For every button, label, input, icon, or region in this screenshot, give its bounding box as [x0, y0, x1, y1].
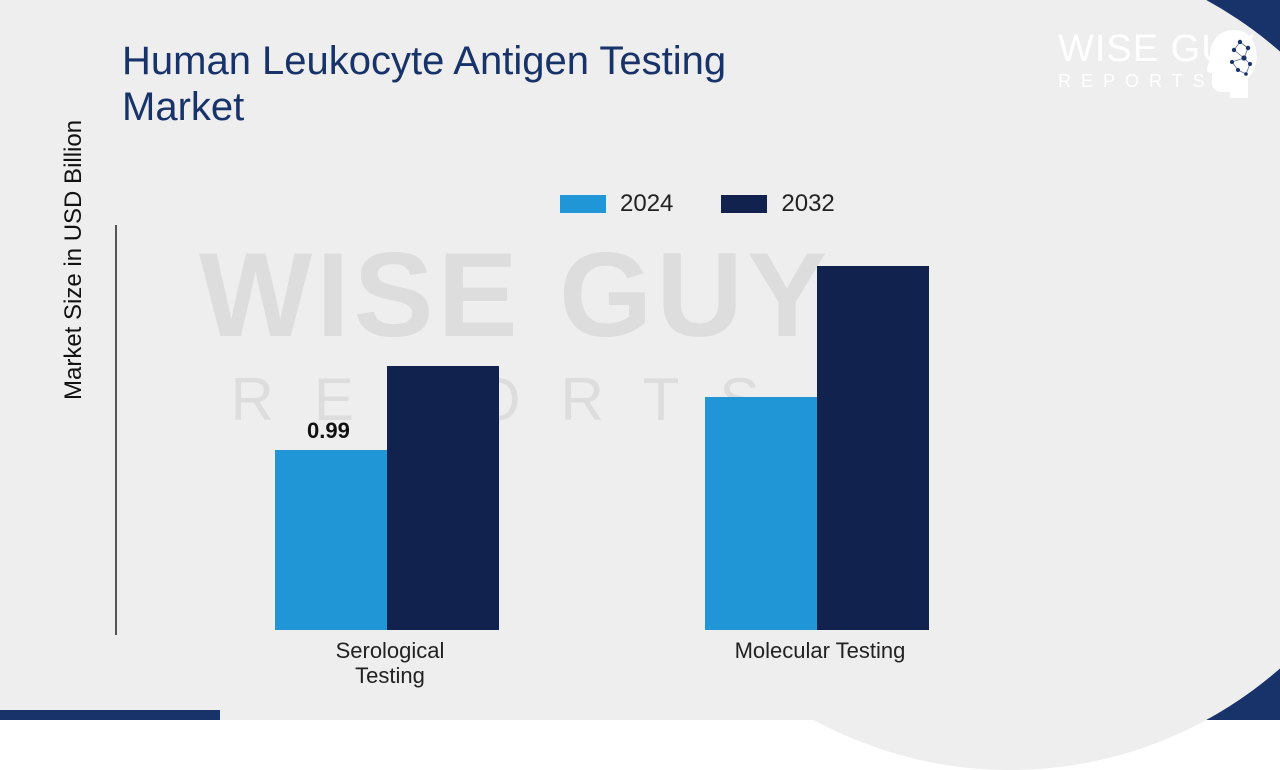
legend-label-2032: 2032 [781, 190, 834, 218]
bar-serological-2024 [275, 450, 387, 630]
chart-canvas: WISE GUY REPORTS Human Leukocyte Antigen… [0, 0, 1280, 720]
value-label-serological-2024: 0.99 [307, 418, 350, 444]
legend-swatch-2032 [721, 195, 767, 213]
bar-serological-2032 [387, 366, 499, 630]
brand-head-icon [1204, 28, 1260, 98]
footer-accent-strip [0, 710, 220, 720]
legend-item-2024: 2024 [560, 190, 673, 218]
legend-item-2032: 2032 [721, 190, 834, 218]
bar-molecular-2024 [705, 397, 817, 630]
y-axis-line [115, 225, 117, 635]
y-axis-label: Market Size in USD Billion [60, 120, 88, 400]
category-label-serological: Serological Testing [300, 638, 480, 689]
bar-molecular-2032 [817, 266, 929, 630]
legend: 2024 2032 [560, 190, 835, 218]
legend-label-2024: 2024 [620, 190, 673, 218]
legend-swatch-2024 [560, 195, 606, 213]
chart-title: Human Leukocyte Antigen Testing Market [122, 38, 822, 130]
category-label-molecular: Molecular Testing [730, 638, 910, 663]
plot-area: 0.99 Serological Testing Molecular Testi… [115, 230, 965, 630]
